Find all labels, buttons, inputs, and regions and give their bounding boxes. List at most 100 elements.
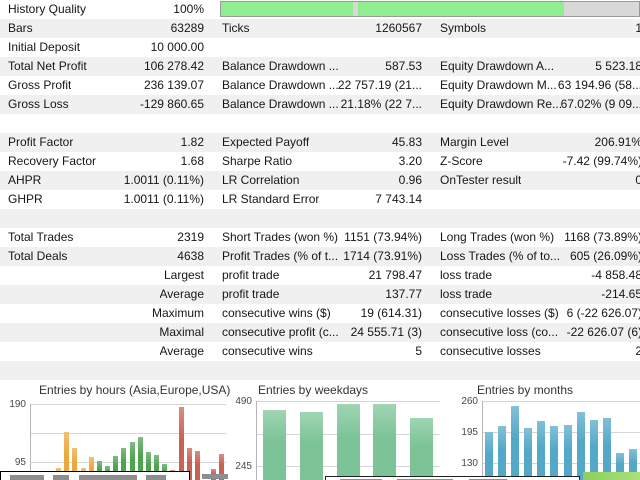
y-axis-line — [30, 404, 31, 480]
stat-value: 0 — [635, 173, 640, 187]
stat-label: History Quality — [8, 2, 87, 16]
stat-value: 1.0011 (0.11%) — [123, 192, 204, 206]
chart-title: Entries by months — [477, 383, 574, 397]
stat-label: Recovery Factor — [8, 154, 97, 168]
gridline — [256, 401, 440, 402]
stat-value: 137.77 — [385, 287, 422, 301]
stats-table: History Quality 100% Bars 63289 Ticks 1260567… — [0, 0, 640, 380]
stat-label: Initial Deposit — [8, 40, 81, 54]
y-axis-tick-label: 195 — [461, 427, 478, 438]
chart-entries-by-months[interactable] — [482, 399, 640, 480]
stats-row: History Quality 100% — [0, 0, 640, 19]
stat-label: Equity Drawdown Re... — [440, 97, 563, 111]
stat-value: 100% — [173, 2, 204, 16]
stat-value: 1 — [635, 21, 640, 35]
stat-label: consecutive losses ($) — [440, 306, 559, 320]
stat-value: Average — [159, 344, 204, 358]
bar — [138, 437, 143, 480]
stats-row: Bars 63289 Ticks 1260567 Symbols 1 — [0, 19, 640, 38]
stat-label: Equity Drawdown A... — [440, 59, 555, 73]
stat-value: -22 626.07 (6) — [566, 325, 640, 339]
bar — [113, 456, 118, 480]
stat-label: Balance Drawdown ... — [222, 78, 339, 92]
stat-value: 1260567 — [375, 21, 422, 35]
stat-label: Sharpe Ratio — [222, 154, 293, 168]
bar — [550, 426, 558, 480]
bar — [195, 451, 200, 480]
y-axis-tick-label: 245 — [235, 461, 252, 472]
stats-row: Maximum consecutive wins ($) 19 (614.31) co… — [0, 304, 640, 323]
bar — [537, 421, 545, 480]
stats-row: Average consecutive wins 5 consecutive loss… — [0, 342, 640, 361]
stat-value: -7.42 (99.74%) — [562, 154, 640, 168]
stat-label: Symbols — [440, 21, 487, 35]
bar — [146, 452, 151, 480]
text-fragment — [78, 475, 137, 480]
stat-label: consecutive loss (co... — [440, 325, 559, 339]
stat-label: Gross Loss — [8, 97, 69, 111]
gridline — [30, 433, 226, 434]
bar — [154, 455, 159, 480]
stat-value: 1151 (73.94%) — [344, 230, 422, 244]
stat-value: 21 798.47 — [368, 268, 422, 282]
stat-label: LR Standard Error — [222, 192, 320, 206]
stat-label: Expected Payoff — [222, 135, 310, 149]
stat-value: 19 (614.31) — [360, 306, 422, 320]
stat-value: 5 — [415, 344, 422, 358]
stats-row: Average profit trade 137.77 loss trade -214.… — [0, 285, 640, 304]
stats-row: AHPR 1.0011 (0.11%) LR Correlation 0.96 OnTe… — [0, 171, 640, 190]
gridline — [30, 404, 226, 405]
y-axis-line — [482, 401, 483, 480]
y-axis-tick-label: 95 — [14, 457, 26, 468]
stat-value: 1714 (73.91%) — [343, 249, 422, 263]
bar — [300, 412, 323, 480]
stats-row: Largest profit trade 21 798.47 loss trade -4… — [0, 266, 640, 285]
stat-label: consecutive wins ($) — [222, 306, 331, 320]
y-axis-tick-label: 490 — [235, 396, 252, 407]
stat-value: 587.53 — [385, 59, 422, 73]
stat-value: 236 139.07 — [143, 78, 204, 92]
stat-label: Short Trades (won %) — [222, 230, 339, 244]
stat-value: 10 000.00 — [150, 40, 204, 54]
bar — [564, 425, 572, 480]
stat-value: 67.02% (9 09... — [560, 97, 640, 111]
y-axis-tick-label: 260 — [461, 396, 478, 407]
stat-label: Margin Level — [440, 135, 509, 149]
stats-row: GHPR 1.0011 (0.11%) LR Standard Error 7 743… — [0, 190, 640, 209]
stat-label: Total Trades — [8, 230, 74, 244]
text-fragment — [53, 475, 70, 480]
chart-title: Entries by hours (Asia,Europe,USA) — [39, 383, 231, 397]
stat-label: LR Correlation — [222, 173, 300, 187]
bar — [629, 449, 637, 480]
stats-row: Initial Deposit 10 000.00 — [0, 38, 640, 57]
text-fragment — [10, 475, 44, 480]
stat-label: Total Deals — [8, 249, 68, 263]
stat-value: 106 278.42 — [143, 59, 204, 73]
stat-label: loss trade — [440, 268, 493, 282]
chart-entries-by-hours-asia-europe-usa[interactable] — [30, 399, 226, 480]
y-axis-tick-label: 130 — [461, 458, 478, 469]
bar — [498, 426, 506, 480]
bar — [337, 404, 360, 480]
bar — [590, 420, 598, 480]
y-axis-tick-label: 190 — [9, 399, 26, 410]
stat-label: Long Trades (won %) — [440, 230, 555, 244]
stat-value: 5 523.18 — [595, 59, 640, 73]
stats-row: Gross Profit 236 139.07 Balance Drawdown .… — [0, 76, 640, 95]
stat-value: -129 860.65 — [139, 97, 204, 111]
progress-fill-segment — [358, 2, 564, 16]
stat-value: Maximum — [151, 306, 204, 320]
stat-label: OnTester result — [440, 173, 522, 187]
stat-label: Bars — [8, 21, 33, 35]
gridline — [482, 432, 640, 433]
bar — [187, 448, 192, 480]
bar — [72, 448, 77, 480]
bar — [121, 448, 126, 480]
stat-label: Profit Factor — [8, 135, 74, 149]
bar — [603, 418, 611, 480]
stat-value: 1168 (73.89%) — [564, 230, 640, 244]
chart-entries-by-weekdays[interactable] — [256, 399, 440, 480]
stats-row — [0, 361, 640, 380]
stat-value: 1.0011 (0.11%) — [123, 173, 204, 187]
stats-row: Gross Loss -129 860.65 Balance Drawdown ..… — [0, 95, 640, 114]
